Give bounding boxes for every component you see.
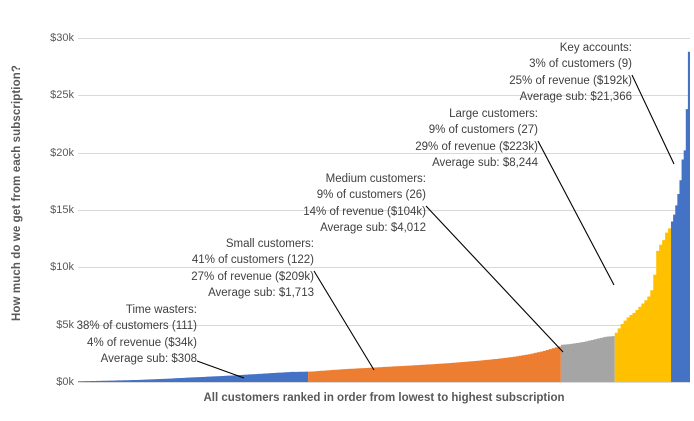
x-axis-title-label: All customers ranked in order from lowes… xyxy=(203,392,565,404)
gridline-20k xyxy=(78,152,690,154)
bar-segment-large-customers xyxy=(614,228,672,382)
bar-segment-medium-customers xyxy=(560,336,615,382)
y-axis-tick-labels: $30k $25k $20k $15k $10k $5k $0k xyxy=(24,0,74,421)
annotation-key-accounts: Key accounts: 3% of customers (9) 25% of… xyxy=(422,40,632,106)
plot-area xyxy=(78,38,690,382)
y-tick-15k: $15k xyxy=(50,204,74,216)
x-axis-title: All customers ranked in order from lowes… xyxy=(78,392,690,404)
annotation-time-wasters-average: Average sub: $308 xyxy=(100,353,197,366)
bars-group xyxy=(78,51,690,382)
annotation-key-accounts-revenue: 25% of revenue ($192k) xyxy=(509,74,632,87)
annotation-time-wasters-revenue: 4% of revenue ($34k) xyxy=(87,336,197,349)
y-tick-5k: $5k xyxy=(56,318,74,331)
y-tick-25k: $25k xyxy=(50,89,74,102)
bar-segment-small-customers xyxy=(308,346,561,382)
bar-segment-time-wasters xyxy=(78,371,309,382)
gridlines xyxy=(78,38,690,382)
annotation-large-customers-revenue: 29% of revenue ($223k) xyxy=(415,140,538,153)
y-tick-20k: $20k xyxy=(50,146,74,159)
annotation-large-customers-title: Large customers: xyxy=(449,108,538,120)
bar-segment-key-accounts xyxy=(671,51,690,382)
y-axis-title-label: How much do we get from each subscriptio… xyxy=(11,64,24,321)
annotation-small-customers: Small customers: 41% of customers (122) … xyxy=(110,236,314,302)
annotation-time-wasters: Time wasters: 38% of customers (111) 4% … xyxy=(0,302,197,368)
gridline-5k xyxy=(78,324,690,326)
annotation-key-accounts-title: Key accounts: xyxy=(559,42,632,54)
x-axis-line xyxy=(78,382,690,383)
annotation-small-customers-title: Small customers: xyxy=(225,238,314,250)
gridline-30k xyxy=(78,38,690,39)
annotation-time-wasters-customers: 38% of customers (111) xyxy=(76,320,197,333)
annotation-medium-customers-customers: 9% of customers (26) xyxy=(316,189,426,202)
annotation-key-accounts-customers: 3% of customers (9) xyxy=(529,58,632,71)
y-tick-30k: $30k xyxy=(50,32,74,44)
annotation-medium-customers-average: Average sub: $4,012 xyxy=(320,222,426,235)
annotation-large-customers-customers: 9% of customers (27) xyxy=(428,124,538,137)
annotation-time-wasters-title: Time wasters: xyxy=(125,304,197,316)
annotation-medium-customers-revenue: 14% of revenue ($104k) xyxy=(303,205,426,218)
annotation-small-customers-average: Average sub: $1,713 xyxy=(208,287,314,300)
annotation-large-customers: Large customers: 9% of customers (27) 29… xyxy=(338,106,538,172)
annotation-medium-customers-title: Medium customers: xyxy=(325,173,426,185)
annotation-medium-customers: Medium customers: 9% of customers (26) 1… xyxy=(216,171,426,237)
annotation-small-customers-customers: 41% of customers (122) xyxy=(191,254,314,267)
y-tick-0k: $0k xyxy=(56,376,74,388)
annotation-key-accounts-average: Average sub: $21,366 xyxy=(519,91,632,104)
gridline-25k xyxy=(78,95,690,97)
bar-series-area xyxy=(78,51,690,382)
gridline-10k xyxy=(78,267,690,269)
annotation-large-customers-average: Average sub: $8,244 xyxy=(432,157,538,170)
gridline-15k xyxy=(78,210,690,211)
y-tick-10k: $10k xyxy=(50,261,74,274)
annotation-small-customers-revenue: 27% of revenue ($209k) xyxy=(191,270,314,283)
